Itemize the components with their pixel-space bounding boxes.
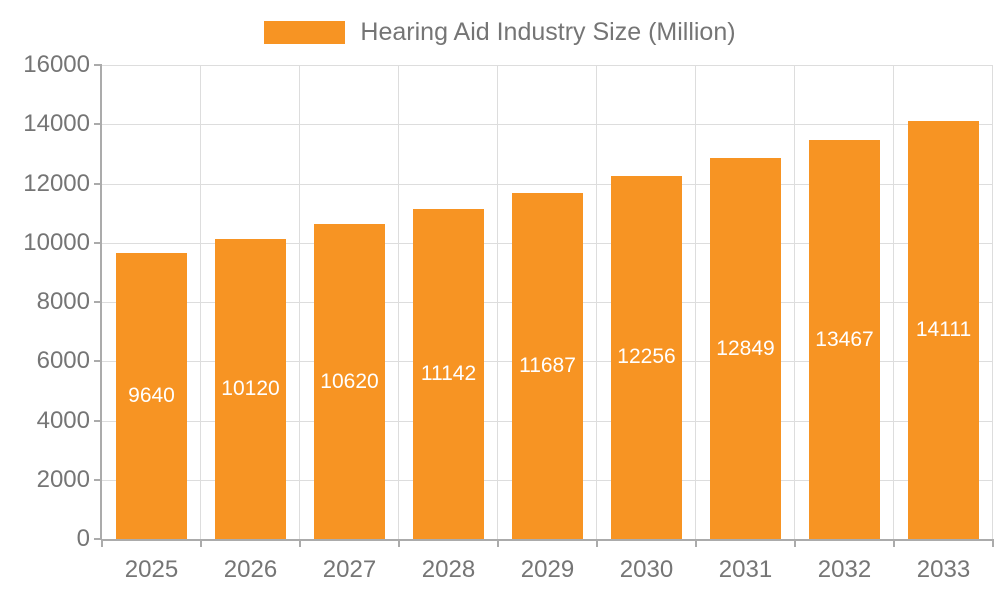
y-axis-tick-label: 2000 (36, 465, 90, 493)
x-axis-tick (299, 539, 301, 547)
y-axis-tick-label: 10000 (23, 228, 90, 256)
x-axis-tick (794, 539, 796, 547)
y-axis-tick (94, 419, 102, 422)
gridline-vertical (200, 65, 201, 539)
bar-2029[interactable]: 11687 (512, 192, 583, 539)
bar-2033[interactable]: 14111 (908, 120, 979, 539)
y-axis-tick-label: 6000 (36, 347, 90, 375)
bar-2031[interactable]: 12849 (710, 158, 781, 539)
y-axis-tick-label: 12000 (23, 169, 90, 197)
bar-value-label: 11142 (420, 361, 477, 385)
x-axis-line (102, 539, 993, 541)
plot-area: 9640 10120 10620 11142 11687 12256 12849 13467 1… (102, 65, 993, 539)
x-axis-tick-label: 2029 (520, 556, 575, 583)
y-axis-tick-label: 16000 (23, 51, 90, 78)
y-axis-tick (94, 538, 102, 540)
x-axis-tick-label: 2025 (124, 556, 179, 583)
y-axis-tick (94, 360, 102, 363)
x-axis-tick (398, 539, 400, 547)
legend-item[interactable]: Hearing Aid Industry Size (Million) (0, 13, 1000, 51)
y-axis-tick (94, 241, 102, 244)
x-axis-tick-label: 2032 (817, 556, 872, 583)
y-axis-tick (94, 123, 102, 126)
x-axis-tick (992, 539, 994, 547)
x-axis-tick-label: 2031 (718, 556, 773, 583)
y-axis-tick (94, 64, 102, 66)
y-axis-tick (94, 478, 102, 481)
y-axis-tick (94, 182, 102, 185)
bar-2026[interactable]: 10120 (215, 239, 286, 539)
gridline-vertical (794, 65, 795, 539)
bar-2028[interactable]: 11142 (413, 208, 484, 539)
gridline-vertical (299, 65, 300, 539)
gridline-vertical (992, 65, 993, 539)
bar-value-label: 11687 (519, 353, 576, 377)
y-axis-tick-label: 14000 (23, 110, 90, 138)
x-axis-tick (101, 539, 103, 547)
gridline-vertical (695, 65, 696, 539)
gridline-horizontal (102, 124, 993, 126)
bar-value-label: 10120 (221, 377, 280, 401)
y-axis-tick-label: 0 (76, 525, 90, 552)
x-axis-tick-label: 2028 (421, 556, 476, 583)
bar-value-label: 9640 (128, 384, 175, 408)
bar-value-label: 10620 (320, 369, 379, 393)
x-axis-tick (596, 539, 598, 547)
x-axis-tick (893, 539, 895, 547)
bar-value-label: 14111 (915, 317, 972, 341)
bar-value-label: 13467 (815, 327, 874, 351)
bar-value-label: 12256 (617, 345, 676, 369)
y-axis-tick (94, 301, 102, 303)
bar-2027[interactable]: 10620 (314, 224, 385, 539)
x-axis-tick-label: 2026 (223, 556, 278, 583)
gridline-vertical (893, 65, 894, 539)
bar-2030[interactable]: 12256 (611, 175, 682, 539)
x-axis-tick (200, 539, 202, 547)
y-axis-tick-label: 8000 (36, 288, 90, 315)
x-axis-tick-label: 2027 (322, 556, 377, 583)
gridline-vertical (398, 65, 399, 539)
legend-label: Hearing Aid Industry Size (Million) (360, 17, 736, 46)
x-axis-tick-label: 2030 (619, 556, 674, 583)
bar-2025[interactable]: 9640 (116, 253, 187, 539)
bar-value-label: 12849 (716, 336, 775, 360)
gridline-vertical (596, 65, 597, 539)
x-axis-tick (695, 539, 697, 547)
x-axis-tick (497, 539, 499, 547)
bar-2032[interactable]: 13467 (809, 140, 880, 539)
y-axis-tick-label: 4000 (36, 406, 90, 434)
legend-swatch-icon (264, 20, 346, 44)
gridline-horizontal (102, 65, 993, 66)
x-axis-tick-label: 2033 (916, 556, 971, 583)
gridline-horizontal (102, 183, 993, 185)
gridline-vertical (497, 65, 498, 539)
